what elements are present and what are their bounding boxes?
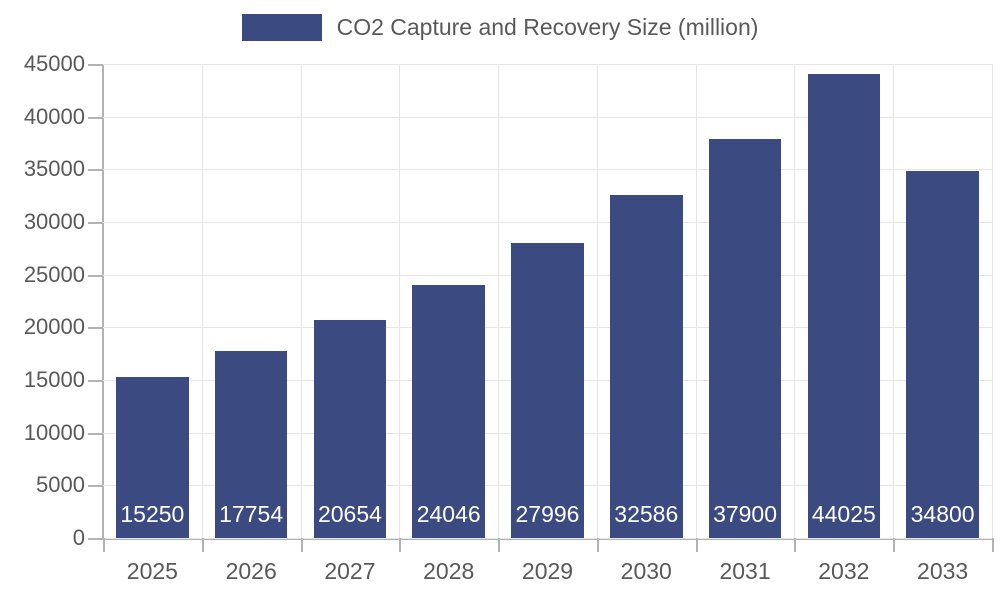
x-axis-tick-mark: [695, 538, 698, 552]
legend-item-label: CO2 Capture and Recovery Size (million): [336, 14, 759, 40]
x-axis-tick-label: 2032: [818, 558, 870, 584]
y-axis-tick-mark: [88, 116, 102, 119]
gridline-vertical: [399, 64, 401, 538]
gridline-horizontal: [103, 538, 992, 539]
y-axis-tick-label: 30000: [23, 209, 85, 234]
x-axis-tick-mark: [201, 538, 204, 552]
x-axis-tick-mark: [794, 538, 797, 552]
bar[interactable]: 20654: [313, 320, 387, 538]
x-axis-tick-mark: [992, 538, 994, 552]
y-axis-tick-mark: [88, 432, 102, 435]
y-axis-tick-mark: [88, 538, 102, 540]
x-axis-tick-mark: [399, 538, 402, 552]
gridline-horizontal: [103, 222, 992, 223]
x-axis-tick-mark: [498, 538, 501, 552]
y-axis-tick-mark: [88, 274, 102, 277]
gridline-vertical: [498, 64, 500, 538]
gridline-vertical: [794, 64, 796, 538]
bar[interactable]: 37900: [708, 138, 782, 538]
bar[interactable]: 17754: [214, 351, 288, 538]
gridline-horizontal: [103, 64, 992, 65]
x-axis-tick-label: 2028: [423, 558, 475, 584]
x-axis-tick-label: 2029: [521, 558, 574, 584]
bar-value-label: 37900: [713, 501, 778, 527]
x-axis-tick-label: 2033: [917, 558, 969, 584]
y-axis-tick-mark: [88, 222, 102, 224]
gridline-vertical: [596, 64, 598, 538]
x-axis-line: [88, 538, 992, 540]
plot-area: 15250 17754 20654 24046 27996 32586 37900 44025…: [103, 64, 993, 539]
y-axis-tick-label: 35000: [23, 156, 85, 182]
bar-value-label: 32586: [614, 501, 679, 527]
bar[interactable]: 15250: [116, 377, 189, 538]
gridline-vertical: [300, 64, 302, 538]
legend-color-swatch: [241, 14, 322, 41]
x-axis-tick-label: 2026: [225, 558, 277, 584]
x-axis-tick-mark: [103, 538, 105, 552]
bar[interactable]: 24046: [412, 284, 485, 538]
bar-value-label: 24046: [416, 501, 481, 527]
y-axis-tick-mark: [88, 485, 102, 488]
y-axis-tick-label: 20000: [23, 314, 85, 340]
bar[interactable]: 44025: [807, 74, 881, 538]
x-axis-tick-mark: [596, 538, 599, 552]
bar-value-label: 17754: [219, 501, 284, 527]
y-axis-tick-label: 40000: [23, 103, 85, 129]
x-axis-tick-mark: [300, 538, 303, 552]
gridline-vertical: [695, 64, 697, 538]
gridline-vertical: [893, 64, 895, 538]
x-axis-tick-mark: [893, 538, 896, 552]
bar-value-label: 34800: [910, 501, 975, 527]
bar-value-label: 15250: [120, 501, 185, 527]
y-axis-tick-mark: [88, 327, 102, 330]
y-axis-tick-mark: [88, 64, 102, 66]
y-axis-tick-mark: [88, 380, 102, 382]
x-axis-tick-label: 2030: [620, 558, 672, 584]
bar[interactable]: 27996: [511, 243, 584, 538]
y-axis-tick-label: 5000: [36, 472, 85, 498]
y-axis-tick-label: 45000: [23, 51, 85, 76]
gridline-horizontal: [103, 169, 992, 171]
bar[interactable]: 34800: [906, 171, 979, 538]
y-axis-tick-label: 15000: [23, 367, 85, 392]
bar-value-label: 27996: [515, 501, 580, 527]
bar-value-label: 20654: [317, 501, 382, 527]
x-axis-tick-label: 2025: [126, 558, 178, 584]
legend-item-co2-capture[interactable]: CO2 Capture and Recovery Size (million): [241, 14, 759, 41]
x-axis-tick-label: 2027: [324, 558, 376, 584]
y-axis-tick-label: 10000: [23, 419, 85, 445]
y-axis-line: [102, 64, 104, 538]
y-axis-tick-label: 0: [72, 525, 85, 550]
bar-value-label: 44025: [811, 501, 876, 527]
y-axis-tick-mark: [88, 169, 102, 172]
gridline-vertical: [992, 64, 993, 538]
gridline-horizontal: [103, 116, 992, 118]
x-axis-tick-label: 2031: [719, 558, 771, 584]
bar[interactable]: 32586: [609, 194, 683, 538]
gridline-vertical: [201, 64, 203, 538]
y-axis-tick-label: 25000: [23, 261, 85, 287]
chart-legend: CO2 Capture and Recovery Size (million): [0, 0, 1000, 55]
